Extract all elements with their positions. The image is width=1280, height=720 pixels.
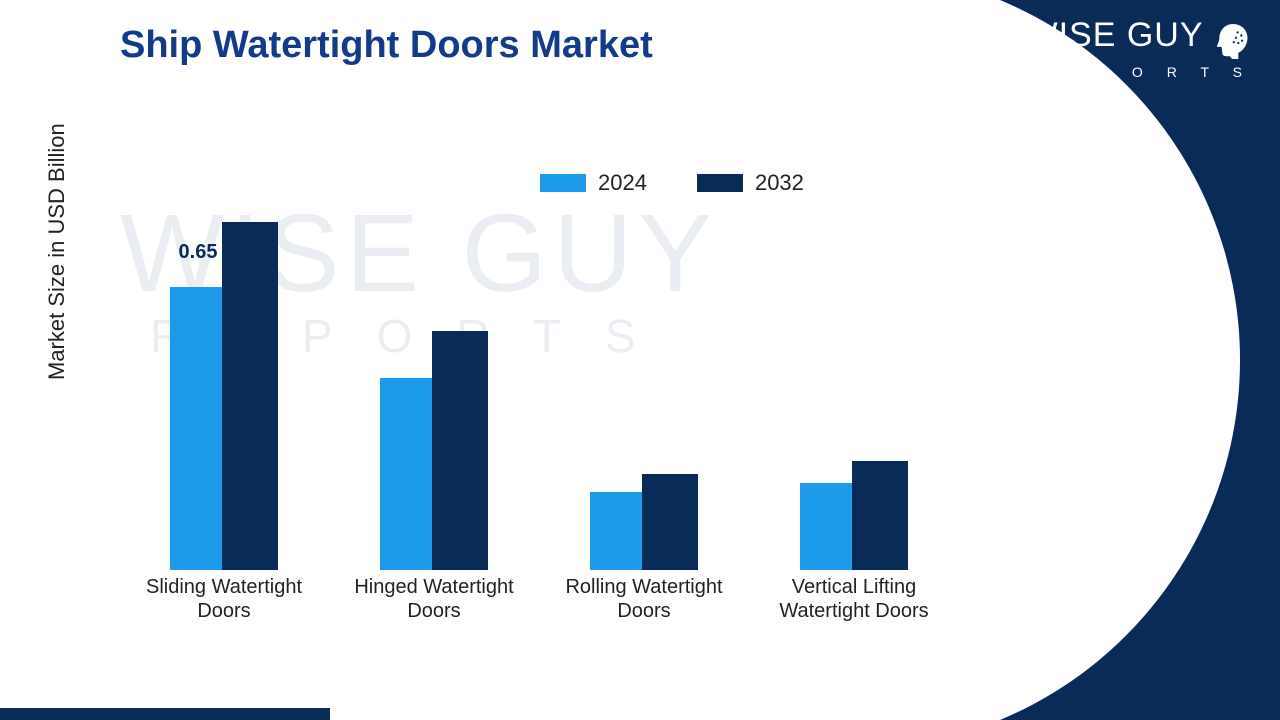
y-axis-label: Market Size in USD Billion [44, 123, 70, 380]
legend: 2024 2032 [540, 170, 804, 196]
bar [800, 483, 856, 570]
bar [222, 222, 278, 570]
x-tick-label: Hinged Watertight Doors [344, 575, 524, 623]
legend-item-2024: 2024 [540, 170, 647, 196]
legend-label-2024: 2024 [598, 170, 647, 196]
bar [432, 331, 488, 570]
bottom-accent-bar [0, 708, 330, 720]
bar [590, 492, 646, 570]
x-tick-label: Vertical Lifting Watertight Doors [764, 575, 944, 623]
logo-line2: R E P O R T S [1026, 65, 1252, 79]
chart-title: Ship Watertight Doors Market [120, 24, 653, 67]
plot-area: 0.65 [120, 200, 940, 570]
x-tick-label: Rolling Watertight Doors [554, 575, 734, 623]
legend-label-2032: 2032 [755, 170, 804, 196]
x-tick-label: Sliding Watertight Doors [134, 575, 314, 623]
bar [170, 287, 226, 570]
logo-line1: WISE GUY [1026, 16, 1204, 54]
bar [380, 378, 436, 570]
legend-swatch-2032 [697, 174, 743, 192]
bar-value-label: 0.65 [179, 241, 218, 264]
legend-item-2032: 2032 [697, 170, 804, 196]
right-panel: WISE GUY R E P O R T S [960, 0, 1280, 720]
bar [642, 474, 698, 570]
legend-swatch-2024 [540, 174, 586, 192]
bar [852, 461, 908, 570]
head-profile-icon [1214, 21, 1252, 63]
brand-logo: WISE GUY R E P O R T S [1026, 18, 1252, 79]
chart-stage: WISE GUY R E P O R T S Ship Watertight D… [0, 0, 1280, 720]
